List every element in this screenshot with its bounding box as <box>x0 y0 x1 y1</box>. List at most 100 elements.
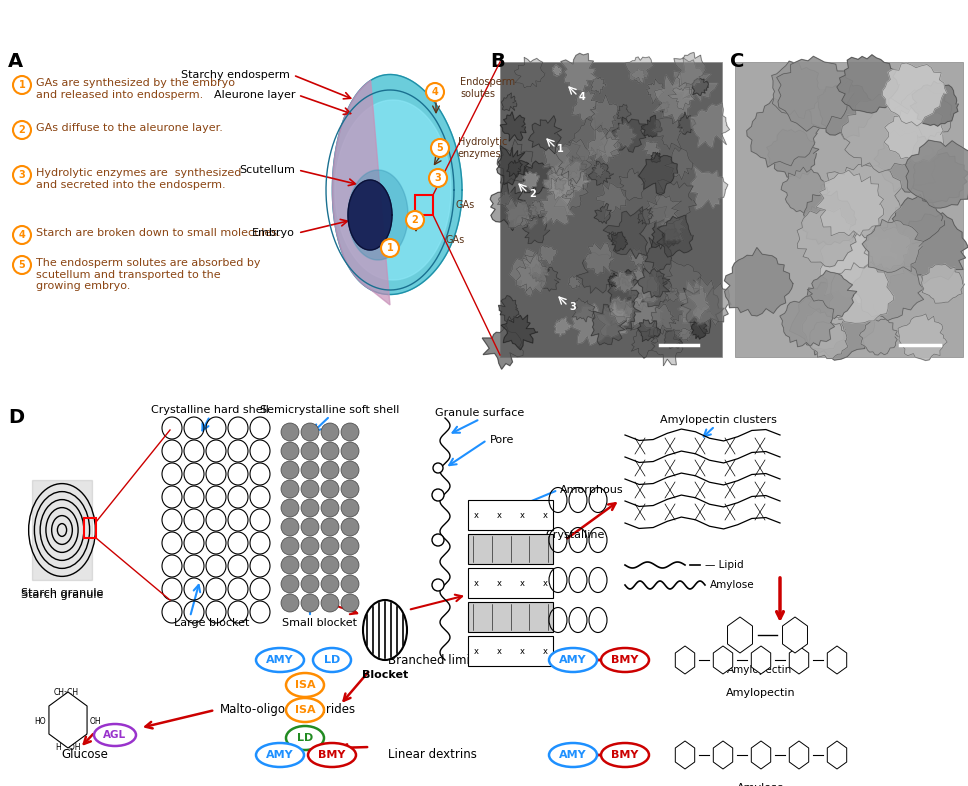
Polygon shape <box>690 103 730 148</box>
Text: Amylopectin: Amylopectin <box>727 665 793 675</box>
Polygon shape <box>789 741 808 769</box>
Text: BMY: BMY <box>612 750 639 760</box>
Polygon shape <box>659 213 686 241</box>
Polygon shape <box>797 208 856 267</box>
Circle shape <box>13 256 31 274</box>
Polygon shape <box>529 263 550 282</box>
Polygon shape <box>540 245 557 265</box>
Text: x: x <box>473 578 478 587</box>
Bar <box>468 636 553 666</box>
Polygon shape <box>332 75 462 295</box>
Polygon shape <box>665 148 693 180</box>
Polygon shape <box>611 270 633 292</box>
Text: x: x <box>497 510 501 520</box>
Bar <box>735 62 963 357</box>
Circle shape <box>341 480 359 498</box>
Circle shape <box>341 537 359 555</box>
Circle shape <box>281 518 299 536</box>
Polygon shape <box>806 270 857 318</box>
Circle shape <box>381 239 399 257</box>
Text: Scutellum: Scutellum <box>239 165 295 175</box>
Polygon shape <box>665 286 679 302</box>
Polygon shape <box>605 297 641 330</box>
Polygon shape <box>500 112 526 141</box>
Text: D: D <box>8 408 24 427</box>
Circle shape <box>321 423 339 441</box>
Text: Semicrystalline soft shell: Semicrystalline soft shell <box>260 405 400 415</box>
Circle shape <box>13 121 31 139</box>
Polygon shape <box>789 646 808 674</box>
Polygon shape <box>883 63 947 126</box>
Polygon shape <box>522 172 539 189</box>
Polygon shape <box>596 182 627 219</box>
Polygon shape <box>910 81 958 127</box>
Text: Amorphous: Amorphous <box>560 485 623 495</box>
Text: 1: 1 <box>557 144 563 154</box>
Polygon shape <box>638 268 670 297</box>
Polygon shape <box>543 144 571 174</box>
Polygon shape <box>898 314 948 361</box>
Circle shape <box>281 499 299 517</box>
Circle shape <box>13 226 31 244</box>
Circle shape <box>281 442 299 460</box>
Circle shape <box>301 518 319 536</box>
Polygon shape <box>828 741 847 769</box>
Text: 4: 4 <box>579 92 586 102</box>
Circle shape <box>281 575 299 593</box>
Polygon shape <box>668 87 695 110</box>
Text: Large blocket: Large blocket <box>174 618 250 628</box>
Polygon shape <box>645 237 672 271</box>
Polygon shape <box>631 264 662 300</box>
Text: LD: LD <box>324 655 340 665</box>
Polygon shape <box>782 617 807 653</box>
Text: Linear dextrins: Linear dextrins <box>388 748 477 762</box>
Polygon shape <box>884 102 944 163</box>
Polygon shape <box>860 319 898 355</box>
Text: x: x <box>520 578 525 587</box>
Text: 5: 5 <box>18 260 25 270</box>
Text: x: x <box>542 578 548 587</box>
Polygon shape <box>790 282 878 360</box>
Ellipse shape <box>601 648 649 672</box>
Polygon shape <box>497 145 529 185</box>
Text: Amylose: Amylose <box>710 580 755 590</box>
Text: x: x <box>473 647 478 656</box>
Polygon shape <box>523 211 550 244</box>
Polygon shape <box>538 267 560 292</box>
Polygon shape <box>820 227 904 305</box>
Text: AMY: AMY <box>266 750 294 760</box>
Polygon shape <box>612 117 646 152</box>
Polygon shape <box>556 139 594 184</box>
Text: GAs diffuse to the aleurone layer.: GAs diffuse to the aleurone layer. <box>36 123 223 133</box>
Polygon shape <box>862 219 924 272</box>
Text: Glucose: Glucose <box>62 748 108 762</box>
Circle shape <box>341 575 359 593</box>
Text: Crystalline: Crystalline <box>545 530 604 540</box>
Polygon shape <box>893 213 968 284</box>
Polygon shape <box>863 226 911 270</box>
Polygon shape <box>678 112 696 134</box>
Polygon shape <box>643 141 660 159</box>
Text: x: x <box>497 578 501 587</box>
Circle shape <box>432 489 444 501</box>
Polygon shape <box>639 154 678 195</box>
Circle shape <box>301 442 319 460</box>
Text: B: B <box>490 52 504 71</box>
Text: Starch are broken down to small molecules.: Starch are broken down to small molecule… <box>36 228 281 238</box>
Text: GAs: GAs <box>455 200 474 210</box>
Polygon shape <box>608 277 639 314</box>
Polygon shape <box>651 152 661 163</box>
Ellipse shape <box>308 743 356 767</box>
Polygon shape <box>610 277 621 292</box>
Text: Hydrolytic
enzymes: Hydrolytic enzymes <box>458 138 507 159</box>
Polygon shape <box>681 287 724 334</box>
Polygon shape <box>490 182 527 230</box>
Circle shape <box>281 480 299 498</box>
Circle shape <box>281 594 299 612</box>
Polygon shape <box>651 219 681 248</box>
Text: Endosperm
solutes: Endosperm solutes <box>460 77 515 99</box>
Polygon shape <box>713 741 733 769</box>
Polygon shape <box>651 329 683 366</box>
Text: ISA: ISA <box>294 705 316 715</box>
Text: 2: 2 <box>411 215 418 225</box>
